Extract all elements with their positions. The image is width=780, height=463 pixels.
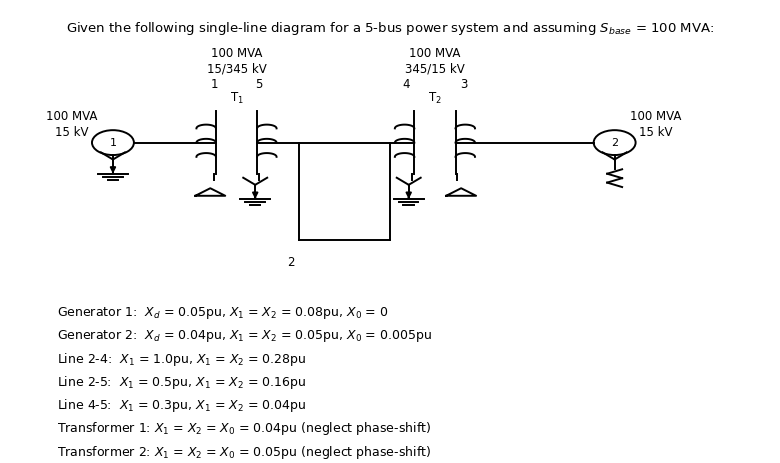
Text: 4: 4 — [402, 79, 410, 92]
Text: Transformer 2: $X_1$ = $X_2$ = $X_0$ = 0.05pu (neglect phase-shift): Transformer 2: $X_1$ = $X_2$ = $X_0$ = 0… — [57, 444, 431, 461]
Text: Generator 2:  $X_d$ = 0.04pu, $X_1$ = $X_2$ = 0.05pu, $X_0$ = 0.005pu: Generator 2: $X_d$ = 0.04pu, $X_1$ = $X_… — [57, 328, 431, 344]
Text: 100 MVA: 100 MVA — [46, 110, 98, 123]
Text: 3: 3 — [459, 79, 467, 92]
Text: 2: 2 — [611, 138, 619, 148]
Text: Line 4-5:  $X_1$ = 0.3pu, $X_1$ = $X_2$ = 0.04pu: Line 4-5: $X_1$ = 0.3pu, $X_1$ = $X_2$ =… — [57, 397, 306, 414]
Text: 15 kV: 15 kV — [55, 126, 88, 139]
Text: Generator 1:  $X_d$ = 0.05pu, $X_1$ = $X_2$ = 0.08pu, $X_0$ = 0: Generator 1: $X_d$ = 0.05pu, $X_1$ = $X_… — [57, 305, 388, 321]
Text: Transformer 1: $X_1$ = $X_2$ = $X_0$ = 0.04pu (neglect phase-shift): Transformer 1: $X_1$ = $X_2$ = $X_0$ = 0… — [57, 420, 431, 438]
Text: 1: 1 — [109, 138, 116, 148]
Text: 1: 1 — [211, 79, 218, 92]
Text: T$_2$: T$_2$ — [428, 91, 441, 106]
Text: 5: 5 — [255, 79, 263, 92]
Text: 100 MVA: 100 MVA — [630, 110, 682, 123]
Text: 15 kV: 15 kV — [639, 126, 672, 139]
Text: Given the following single-line diagram for a 5-bus power system and assuming $S: Given the following single-line diagram … — [66, 20, 714, 38]
Text: T$_1$: T$_1$ — [229, 91, 243, 106]
Text: 345/15 kV: 345/15 kV — [405, 63, 465, 76]
Text: Line 2-4:  $X_1$ = 1.0pu, $X_1$ = $X_2$ = 0.28pu: Line 2-4: $X_1$ = 1.0pu, $X_1$ = $X_2$ =… — [57, 351, 306, 368]
Text: 100 MVA: 100 MVA — [410, 47, 461, 60]
Text: 2: 2 — [287, 256, 295, 269]
Text: 100 MVA: 100 MVA — [211, 47, 262, 60]
Text: 15/345 kV: 15/345 kV — [207, 63, 267, 76]
Text: Line 2-5:  $X_1$ = 0.5pu, $X_1$ = $X_2$ = 0.16pu: Line 2-5: $X_1$ = 0.5pu, $X_1$ = $X_2$ =… — [57, 374, 306, 391]
